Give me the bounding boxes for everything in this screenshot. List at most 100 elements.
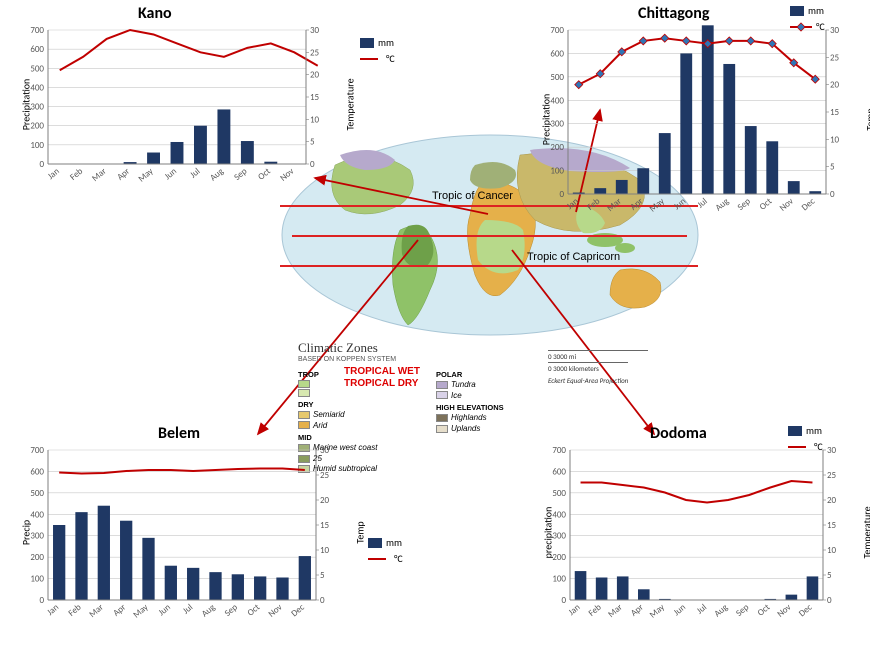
svg-text:Jul: Jul: [181, 602, 195, 617]
svg-text:500: 500: [30, 63, 44, 74]
svg-text:25: 25: [827, 470, 837, 481]
svg-text:600: 600: [30, 466, 44, 477]
svg-text:Nov: Nov: [775, 602, 793, 620]
y1-label: precipitation: [542, 503, 555, 563]
chart-title: Belem: [158, 424, 200, 443]
y2-label: Temp: [354, 503, 367, 563]
svg-text:10: 10: [320, 545, 330, 556]
svg-text:Feb: Feb: [68, 166, 85, 183]
svg-text:May: May: [136, 165, 156, 184]
svg-text:0: 0: [830, 189, 835, 200]
y2-label: Temp: [864, 90, 870, 150]
svg-text:Jan: Jan: [45, 166, 61, 182]
chart-legend: mm °C: [360, 36, 395, 68]
svg-text:700: 700: [552, 445, 566, 456]
svg-text:600: 600: [552, 466, 566, 477]
svg-text:Dec: Dec: [289, 602, 307, 619]
svg-text:Feb: Feb: [66, 602, 83, 619]
svg-text:Jun: Jun: [672, 196, 689, 213]
svg-text:20: 20: [320, 495, 330, 506]
svg-text:20: 20: [830, 80, 840, 91]
chart-legend: mm °C: [788, 424, 823, 456]
svg-text:May: May: [647, 195, 667, 214]
svg-text:Oct: Oct: [256, 166, 273, 183]
y1-label: Precipitation: [540, 90, 553, 150]
svg-text:Sep: Sep: [222, 602, 239, 619]
svg-text:500: 500: [552, 488, 566, 499]
svg-text:100: 100: [552, 574, 566, 585]
svg-text:20: 20: [310, 70, 320, 81]
svg-text:0: 0: [827, 595, 832, 606]
svg-text:15: 15: [830, 107, 840, 118]
chart-legend: mm °C: [790, 4, 825, 36]
svg-text:Jul: Jul: [694, 602, 708, 617]
climatic-subtitle: BASED ON KOPPEN SYSTEM: [298, 356, 568, 364]
svg-text:Apr: Apr: [629, 602, 646, 619]
svg-text:Nov: Nov: [777, 196, 795, 214]
chart-title: Dodoma: [650, 424, 707, 443]
tropic-capricorn-label: Tropic of Capricorn: [527, 251, 620, 263]
svg-text:25: 25: [830, 52, 840, 63]
svg-text:10: 10: [830, 134, 840, 145]
svg-text:Feb: Feb: [586, 602, 603, 619]
chart-title: Kano: [138, 4, 172, 23]
svg-text:600: 600: [550, 48, 564, 59]
svg-text:20: 20: [827, 495, 837, 506]
svg-text:Apr: Apr: [115, 166, 132, 183]
svg-text:700: 700: [30, 25, 44, 36]
svg-text:Aug: Aug: [713, 195, 732, 213]
svg-text:100: 100: [30, 140, 44, 151]
tropic-cancer-label: Tropic of Cancer: [432, 190, 513, 202]
y2-label: Temperature: [344, 75, 357, 135]
svg-text:Aug: Aug: [712, 601, 731, 619]
svg-text:Dec: Dec: [797, 602, 815, 619]
svg-text:5: 5: [320, 570, 325, 581]
svg-text:30: 30: [310, 25, 320, 36]
svg-text:Jun: Jun: [671, 602, 688, 619]
svg-text:15: 15: [310, 92, 320, 103]
svg-text:0: 0: [561, 595, 566, 606]
svg-text:Jan: Jan: [45, 602, 61, 618]
svg-text:25: 25: [310, 47, 320, 58]
svg-text:Oct: Oct: [757, 196, 774, 213]
chart-dodoma: Dodoma0100200300400500600700051015202530…: [530, 426, 855, 642]
chart-kano: Kano0100200300400500600700051015202530Ja…: [8, 6, 338, 206]
svg-text:5: 5: [827, 570, 832, 581]
svg-text:Jan: Jan: [564, 196, 580, 212]
svg-text:May: May: [131, 601, 151, 620]
svg-text:Aug: Aug: [199, 601, 218, 619]
svg-text:0: 0: [39, 595, 44, 606]
svg-text:10: 10: [827, 545, 837, 556]
svg-text:Mar: Mar: [87, 602, 106, 620]
svg-text:30: 30: [320, 445, 330, 456]
svg-text:Jul: Jul: [695, 196, 709, 211]
svg-text:Oct: Oct: [755, 602, 772, 619]
chart-belem: Belem0100200300400500600700051015202530J…: [8, 426, 348, 642]
svg-text:700: 700: [30, 445, 44, 456]
svg-text:Jul: Jul: [188, 166, 202, 181]
svg-text:15: 15: [320, 520, 330, 531]
chart-chittagong: Chittagong010020030040050060070005101520…: [528, 6, 858, 236]
svg-text:May: May: [648, 601, 668, 620]
svg-text:Apr: Apr: [628, 196, 645, 213]
y2-label: Temperature: [861, 503, 870, 563]
climatic-title: Climatic Zones: [298, 340, 568, 356]
svg-text:5: 5: [830, 162, 835, 173]
svg-text:Aug: Aug: [208, 165, 227, 183]
svg-text:Mar: Mar: [90, 166, 109, 184]
svg-text:100: 100: [30, 574, 44, 585]
svg-text:700: 700: [550, 25, 564, 36]
y1-label: Precipitation: [20, 75, 33, 135]
svg-text:Sep: Sep: [735, 196, 752, 213]
svg-text:Nov: Nov: [266, 602, 284, 620]
svg-text:5: 5: [310, 137, 315, 148]
svg-text:Oct: Oct: [245, 602, 262, 619]
chart-legend: mm °C: [368, 536, 403, 568]
svg-text:Jan: Jan: [566, 602, 582, 618]
svg-text:Sep: Sep: [734, 602, 751, 619]
svg-text:Nov: Nov: [278, 166, 296, 184]
svg-text:Jun: Jun: [162, 166, 179, 183]
svg-text:Jun: Jun: [156, 602, 173, 619]
tropic-capricorn-line: [280, 265, 698, 267]
chart-title: Chittagong: [638, 4, 709, 23]
